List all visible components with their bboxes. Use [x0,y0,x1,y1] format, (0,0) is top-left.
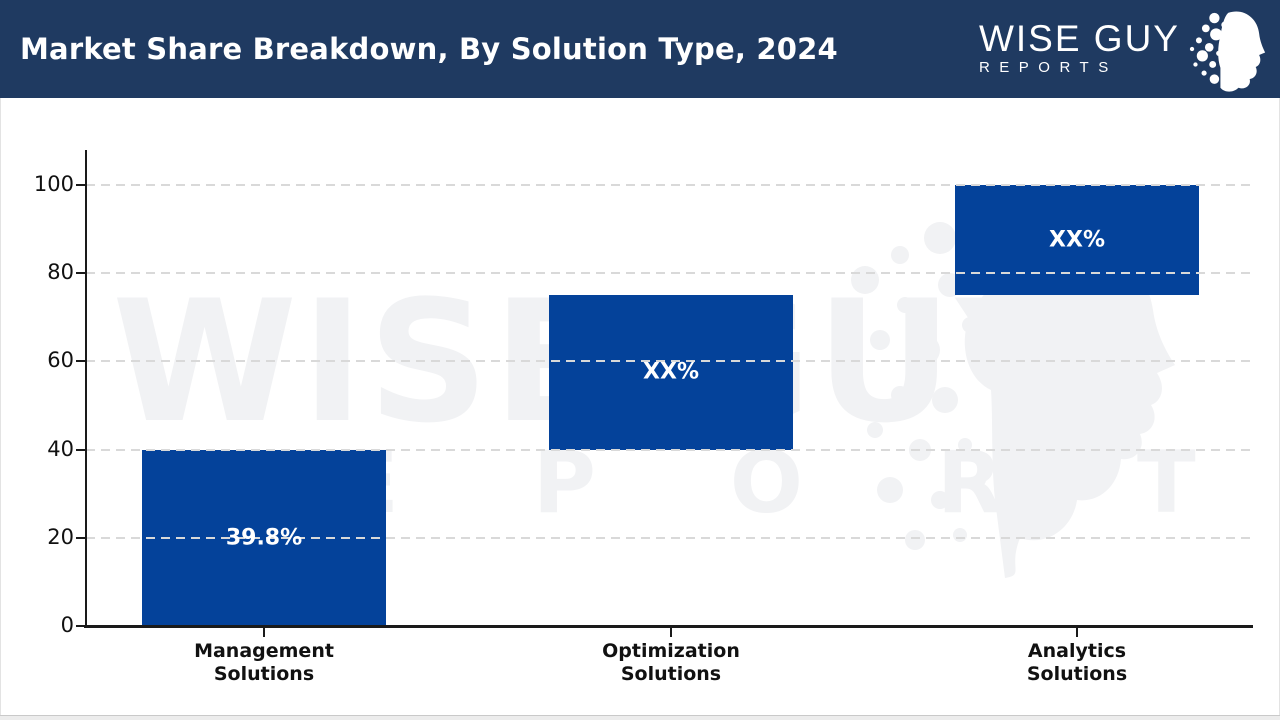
y-tick-label: 80 [47,260,74,285]
y-gridline [86,184,1256,186]
y-tick-mark [76,272,85,275]
footer-strip [0,715,1280,720]
y-tick-mark [76,625,85,627]
x-tick-mark [263,628,265,637]
bar-value-label: XX% [1049,227,1105,253]
y-gridline [86,360,1256,363]
x-axis-line [84,625,1253,628]
y-tick-label: 60 [47,348,74,373]
y-tick-mark [76,184,85,186]
y-tick-mark [76,536,85,539]
y-tick-label: 40 [47,436,74,461]
x-category-label: Analytics Solutions [1026,640,1128,685]
header-bar: Market Share Breakdown, By Solution Type… [0,0,1280,98]
y-gridline [86,272,1256,275]
watermark-dotted-face-profile-icon [851,218,1175,578]
plot-area: 0 20 40 60 80 100 39.8% Management Solutions XX% O… [0,98,1280,715]
y-tick-label: 0 [60,613,74,637]
bar [549,295,793,450]
bar-value-label: XX% [643,359,699,385]
x-category-label: Optimization Solutions [602,640,740,685]
y-tick-label: 100 [33,172,74,196]
brand-text: WISE GUY REPORTS [978,18,1180,77]
y-gridline [86,536,1256,539]
x-tick-mark [670,628,672,637]
x-tick-mark [1076,628,1078,637]
bar [955,185,1199,296]
brand-name: WISE GUY [978,18,1180,59]
brand-logo: WISE GUY REPORTS [979,6,1266,92]
y-tick-mark [76,448,85,451]
y-tick-label: 20 [47,524,74,549]
left-border-line [0,98,1,715]
y-gridline [86,448,1256,451]
brand-subtitle: REPORTS [978,59,1118,76]
y-tick-mark [76,360,85,363]
y-axis-line [85,150,87,628]
x-category-label: Management Solutions [194,640,334,685]
dotted-face-profile-icon [1189,11,1266,92]
bar-value-label: 39.8% [225,525,303,551]
page-title: Market Share Breakdown, By Solution Type… [20,32,838,66]
